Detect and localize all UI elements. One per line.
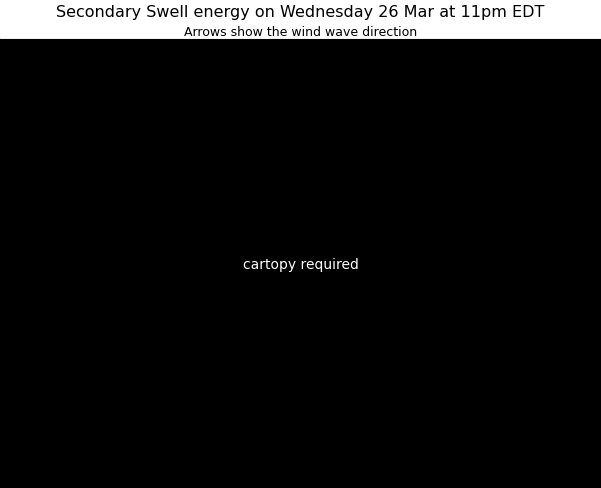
Text: Arrows show the wind wave direction: Arrows show the wind wave direction bbox=[184, 26, 417, 40]
Text: Secondary Swell energy on Wednesday 26 Mar at 11pm EDT: Secondary Swell energy on Wednesday 26 M… bbox=[56, 4, 545, 20]
Text: cartopy required: cartopy required bbox=[243, 257, 358, 271]
